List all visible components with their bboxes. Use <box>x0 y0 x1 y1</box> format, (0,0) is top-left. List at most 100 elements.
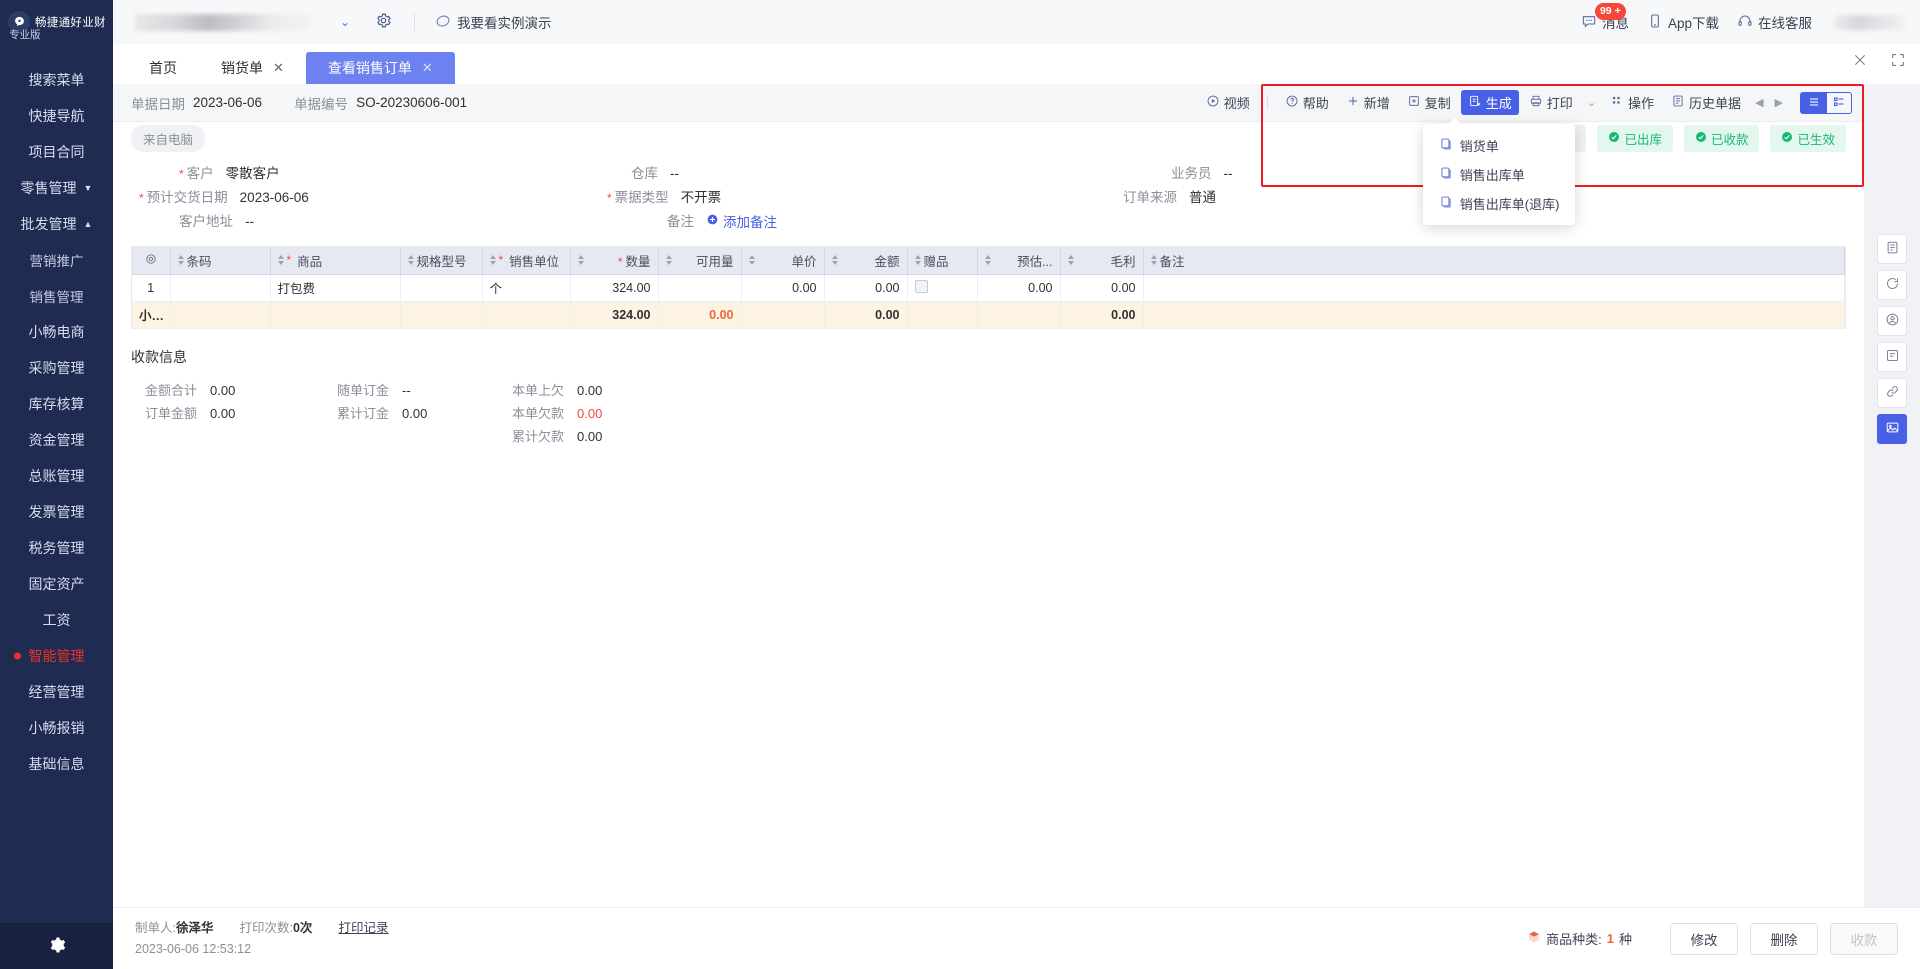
sort-icon[interactable] <box>177 255 184 266</box>
sidebar-item-wholesale[interactable]: 批发管理 ▲ <box>0 206 113 242</box>
sidebar-item-marketing[interactable]: 营销推广 <box>0 242 113 278</box>
field-salesperson[interactable]: 业务员 -- <box>1131 162 1846 182</box>
sort-icon[interactable] <box>489 255 496 266</box>
column-barcode[interactable]: 条码 <box>170 247 271 275</box>
sidebar-item-inventory[interactable]: 库存核算 <box>0 386 113 422</box>
expand-icon[interactable] <box>1890 52 1906 68</box>
sidebar-item-funds[interactable]: 资金管理 <box>0 422 113 458</box>
gift-checkbox[interactable] <box>914 279 928 293</box>
sort-icon[interactable] <box>407 255 414 266</box>
column-remark[interactable]: 备注 <box>1143 247 1845 275</box>
next-arrow-icon[interactable]: ▶ <box>1774 97 1783 109</box>
messages-button[interactable]: 消息 99 + <box>1581 3 1629 32</box>
cell-remark[interactable] <box>1143 274 1845 302</box>
sidebar-item-smart-mgmt[interactable]: 智能管理 <box>0 638 113 674</box>
edit-button[interactable]: 修改 <box>1670 922 1738 955</box>
cell-product[interactable]: 打包费 <box>270 274 401 302</box>
tab-view-sales-order[interactable]: 查看销售订单 ✕ <box>305 52 455 84</box>
column-product[interactable]: * 商品 <box>270 247 401 275</box>
sidebar-item-basic-info[interactable]: 基础信息 <box>0 746 113 782</box>
field-invoice-type[interactable]: * 票据类型 不开票 <box>607 186 1107 206</box>
sidebar-settings-button[interactable] <box>0 923 113 969</box>
sort-icon[interactable] <box>277 255 284 266</box>
tab-sales-invoice[interactable]: 销货单 ✕ <box>199 52 306 84</box>
cell-quantity[interactable]: 324.00 <box>570 274 659 302</box>
add-button[interactable]: 新增 <box>1339 90 1397 115</box>
sort-icon[interactable] <box>665 255 672 266</box>
delete-button[interactable]: 删除 <box>1750 922 1818 955</box>
video-button[interactable]: 视频 <box>1199 90 1257 115</box>
sidebar-item-tax[interactable]: 税务管理 <box>0 530 113 566</box>
generate-menu-item-sales-invoice[interactable]: 销货单 <box>1423 131 1576 160</box>
column-gift[interactable]: 赠品 <box>907 247 978 275</box>
table-row[interactable]: 1 打包费 个 324.00 0.00 0.00 0.00 <box>132 274 1845 302</box>
field-customer[interactable]: * 客户 零散客户 <box>131 162 631 182</box>
app-download-button[interactable]: App下载 <box>1647 12 1719 32</box>
demo-link[interactable]: 我要看实例演示 <box>435 12 552 32</box>
rail-note-button[interactable] <box>1877 234 1907 264</box>
sidebar-item-invoice[interactable]: 发票管理 <box>0 494 113 530</box>
topbar-settings-button[interactable] <box>372 11 394 33</box>
column-unit-price[interactable]: 单价 <box>741 247 825 275</box>
sidebar-item-fixed-assets[interactable]: 固定资产 <box>0 566 113 602</box>
sidebar-item-sales-mgmt[interactable]: 销售管理 <box>0 278 113 314</box>
chevron-down-icon[interactable]: ⌄ <box>1586 97 1597 109</box>
cell-gift[interactable] <box>907 274 978 302</box>
column-spec[interactable]: 规格型号 <box>400 247 483 275</box>
field-remark[interactable]: 备注 添加备注 <box>667 210 1167 231</box>
print-button[interactable]: 打印 <box>1522 90 1580 115</box>
close-icon[interactable]: ✕ <box>421 60 433 75</box>
cell-unit[interactable]: 个 <box>482 274 571 302</box>
operate-button[interactable]: 操作 <box>1603 90 1661 115</box>
rail-image-button[interactable] <box>1877 414 1907 444</box>
sidebar-item-salary[interactable]: 工资 <box>0 602 113 638</box>
column-amount[interactable]: 金额 <box>824 247 908 275</box>
close-panel-icon[interactable] <box>1852 52 1868 68</box>
sidebar-item-quick-nav[interactable]: 快捷导航 <box>0 98 113 134</box>
sort-icon[interactable] <box>984 255 991 266</box>
tab-home[interactable]: 首页 <box>127 52 199 84</box>
cell-unit-price[interactable]: 0.00 <box>741 274 825 302</box>
sidebar-item-search-menu[interactable]: 搜索菜单 <box>0 62 113 98</box>
sidebar-item-reimbursement[interactable]: 小畅报销 <box>0 710 113 746</box>
field-customer-address[interactable]: 客户地址 -- <box>131 210 631 230</box>
cell-spec[interactable] <box>400 274 483 302</box>
sidebar-item-purchase[interactable]: 采购管理 <box>0 350 113 386</box>
generate-button[interactable]: 生成 <box>1460 90 1519 115</box>
print-log-link[interactable]: 打印记录 <box>338 920 389 935</box>
column-available[interactable]: 可用量 <box>658 247 742 275</box>
sidebar-item-retail[interactable]: 零售管理 ▼ <box>0 170 113 206</box>
rail-user-button[interactable] <box>1877 306 1907 336</box>
org-selector[interactable]: ⌄ <box>135 9 350 35</box>
sidebar-item-ledger[interactable]: 总账管理 <box>0 458 113 494</box>
sort-icon[interactable] <box>1150 255 1157 266</box>
field-warehouse[interactable]: 仓库 -- <box>631 162 1131 182</box>
generate-menu-item-sales-outbound-return[interactable]: 销售出库单(退库) <box>1423 189 1576 218</box>
rail-flow-button[interactable] <box>1877 342 1907 372</box>
generate-menu-item-sales-outbound[interactable]: 销售出库单 <box>1423 160 1576 189</box>
column-estimate[interactable]: 预估... <box>977 247 1061 275</box>
field-order-source[interactable]: 订单来源 普通 <box>1107 186 1846 206</box>
cell-amount[interactable]: 0.00 <box>824 274 908 302</box>
field-expected-delivery-date[interactable]: * 预计交货日期 2023-06-06 <box>131 186 631 206</box>
online-support-button[interactable]: 在线客服 <box>1737 12 1812 32</box>
card-view-button[interactable] <box>1826 91 1852 114</box>
close-icon[interactable]: ✕ <box>273 60 284 75</box>
add-remark-link[interactable]: 添加备注 <box>706 211 777 231</box>
prev-arrow-icon[interactable]: ◀ <box>1755 97 1764 109</box>
sort-icon[interactable] <box>577 255 584 266</box>
history-docs-button[interactable]: 历史单据 <box>1664 90 1748 115</box>
help-button[interactable]: 帮助 <box>1278 90 1336 115</box>
sidebar-item-ecommerce[interactable]: 小畅电商 <box>0 314 113 350</box>
sort-icon[interactable] <box>914 255 921 266</box>
sort-icon[interactable] <box>1067 255 1074 266</box>
user-name-masked[interactable] <box>1834 14 1904 30</box>
sidebar-item-project-contract[interactable]: 项目合同 <box>0 134 113 170</box>
sidebar-item-operations[interactable]: 经营管理 <box>0 674 113 710</box>
sort-icon[interactable] <box>831 255 838 266</box>
rail-link-button[interactable] <box>1877 378 1907 408</box>
copy-button[interactable]: 复制 <box>1400 90 1458 115</box>
column-sales-unit[interactable]: * 销售单位 <box>482 247 571 275</box>
column-settings-header[interactable] <box>132 247 171 275</box>
list-view-button[interactable] <box>1800 91 1826 114</box>
